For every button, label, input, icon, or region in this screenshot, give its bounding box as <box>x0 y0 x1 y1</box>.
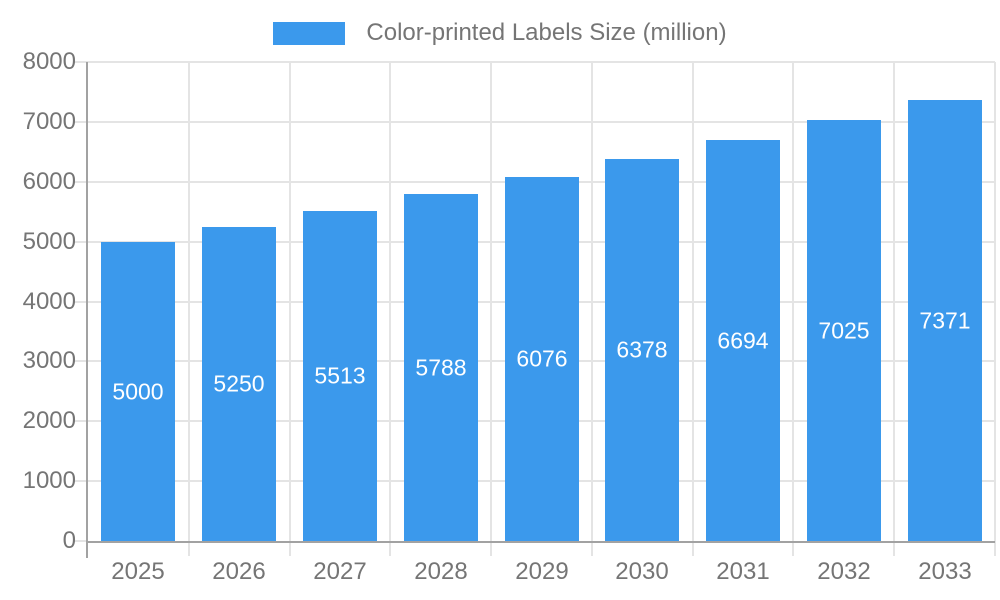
y-tick <box>73 301 88 303</box>
gridline-v <box>389 62 391 541</box>
x-axis-line <box>88 541 995 543</box>
x-axis-label: 2028 <box>414 558 468 585</box>
x-tick <box>692 541 694 556</box>
gridline-h <box>88 61 995 63</box>
x-tick <box>188 541 190 556</box>
y-axis-line <box>86 62 88 558</box>
x-axis-label: 2027 <box>313 558 367 585</box>
gridline-v <box>792 62 794 541</box>
gridline-v <box>893 62 895 541</box>
y-axis-label: 1000 <box>22 467 76 494</box>
bar-value-label: 6378 <box>616 336 668 363</box>
legend-swatch <box>273 21 346 45</box>
y-axis-label: 7000 <box>22 108 76 135</box>
x-axis-label: 2032 <box>817 558 871 585</box>
bar-value-label: 7371 <box>919 307 971 333</box>
y-tick <box>73 181 88 183</box>
bar-value-label: 7025 <box>818 317 870 343</box>
x-axis-label: 2025 <box>111 558 165 585</box>
bar-2033[interactable]: 7371 <box>908 100 982 541</box>
gridline-v <box>692 62 694 541</box>
y-axis-label: 6000 <box>22 168 76 195</box>
gridline-v <box>490 62 492 541</box>
bar-value-label: 5000 <box>112 378 164 404</box>
y-tick <box>73 480 88 482</box>
bar-2028[interactable]: 5788 <box>404 194 478 541</box>
y-axis-label: 4000 <box>22 288 76 315</box>
legend-item[interactable]: Color-printed Labels Size (million) <box>0 19 1000 47</box>
y-axis-label: 5000 <box>22 228 76 255</box>
bar-value-label: 6076 <box>516 345 568 372</box>
y-axis-label: 0 <box>62 527 76 554</box>
legend-label: Color-printed Labels Size (million) <box>366 19 727 46</box>
y-tick <box>73 420 88 422</box>
x-tick <box>994 541 996 556</box>
bar-value-label: 5513 <box>314 362 366 389</box>
y-tick <box>73 360 88 362</box>
y-tick <box>73 61 88 63</box>
y-axis-label: 3000 <box>22 347 76 374</box>
y-tick <box>73 121 88 123</box>
x-tick <box>591 541 593 556</box>
x-tick <box>289 541 291 556</box>
bar-value-label: 6694 <box>717 327 769 353</box>
gridline-h <box>88 121 995 123</box>
bar-2027[interactable]: 5513 <box>303 211 377 541</box>
x-tick <box>893 541 895 556</box>
x-tick <box>389 541 391 556</box>
y-axis-label: 8000 <box>22 48 76 75</box>
y-tick <box>73 241 88 243</box>
bar-value-label: 5250 <box>213 370 265 397</box>
bar-value-label: 5788 <box>415 354 467 380</box>
bar-2032[interactable]: 7025 <box>807 120 881 541</box>
y-axis-label: 2000 <box>22 407 76 434</box>
x-axis-label: 2033 <box>918 558 972 585</box>
gridline-v <box>188 62 190 541</box>
x-tick <box>792 541 794 556</box>
bar-2025[interactable]: 5000 <box>101 242 175 541</box>
gridline-v <box>591 62 593 541</box>
y-tick <box>73 540 88 542</box>
bar-2030[interactable]: 6378 <box>605 159 679 541</box>
bar-2029[interactable]: 6076 <box>505 177 579 541</box>
x-axis-label: 2030 <box>615 558 669 585</box>
bar-2031[interactable]: 6694 <box>706 140 780 541</box>
x-tick <box>490 541 492 556</box>
x-axis-label: 2026 <box>212 558 266 585</box>
x-axis-label: 2029 <box>515 558 569 585</box>
x-axis-label: 2031 <box>716 558 770 585</box>
gridline-v <box>994 62 996 541</box>
gridline-v <box>289 62 291 541</box>
bar-2026[interactable]: 5250 <box>202 227 276 541</box>
